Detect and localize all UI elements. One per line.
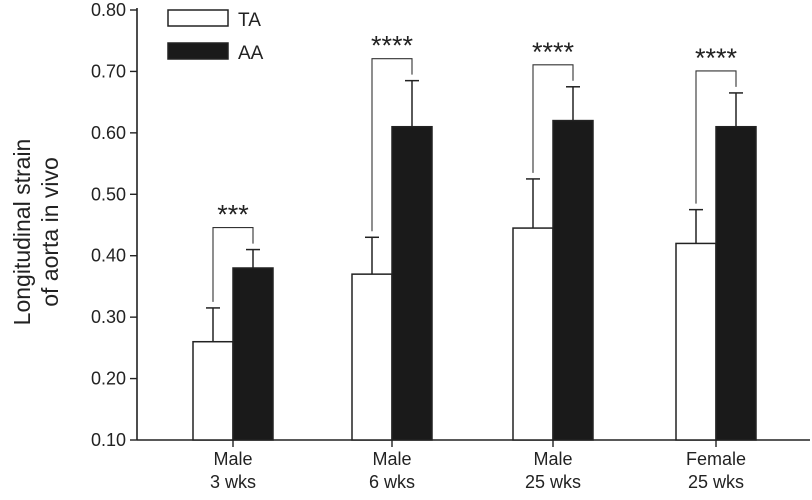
category-label-line2: 3 wks [210, 472, 256, 492]
legend-swatch-ta [167, 9, 229, 27]
legend-label: AA [238, 43, 264, 64]
y-tick-label: 0.50 [91, 184, 126, 204]
y-tick-label: 0.70 [91, 61, 126, 81]
bar-aa [715, 125, 757, 441]
y-tick-label: 0.60 [91, 123, 126, 143]
bar-aa [552, 119, 594, 441]
bar-aa [232, 267, 274, 441]
y-axis-label-line1: Longitudinal strain [9, 139, 35, 326]
significance-bracket [695, 70, 737, 204]
significance-bracket [371, 58, 413, 232]
legend-label: TA [238, 10, 261, 31]
significance-marker: *** [217, 200, 249, 230]
category-label-line1: Female [686, 449, 746, 469]
significance-bracket [532, 64, 574, 173]
y-tick-label: 0.10 [91, 430, 126, 450]
significance-annotations: ******* **** **** [212, 31, 738, 302]
bar-aa [391, 125, 433, 441]
bar-ta [675, 242, 717, 441]
category-label-line1: Male [213, 449, 252, 469]
bar-ta [351, 273, 393, 441]
y-tick-label: 0.40 [91, 246, 126, 266]
y-axis-label-line2: of aorta in vivo [37, 157, 63, 307]
category-label-line1: Male [533, 449, 572, 469]
bar-ta [512, 227, 554, 441]
bar-ta [192, 340, 234, 441]
significance-bracket [212, 227, 254, 302]
y-tick-label: 0.80 [91, 0, 126, 20]
category-label-line1: Male [372, 449, 411, 469]
axes: 0.10 0.20 0.30 0.40 0.50 0.60 0.70 0.80 Male 3 wk… [91, 0, 810, 492]
significance-marker: **** [532, 37, 575, 67]
y-tick-label: 0.20 [91, 369, 126, 389]
legend: TA AA [167, 9, 264, 64]
category-label-line2: 25 wks [688, 472, 744, 492]
significance-marker: **** [371, 31, 414, 61]
significance-marker: **** [695, 43, 738, 73]
category-label-line2: 25 wks [525, 472, 581, 492]
y-tick-label: 0.30 [91, 307, 126, 327]
legend-swatch-aa [167, 42, 229, 60]
bars [192, 79, 757, 441]
category-label-line2: 6 wks [369, 472, 415, 492]
